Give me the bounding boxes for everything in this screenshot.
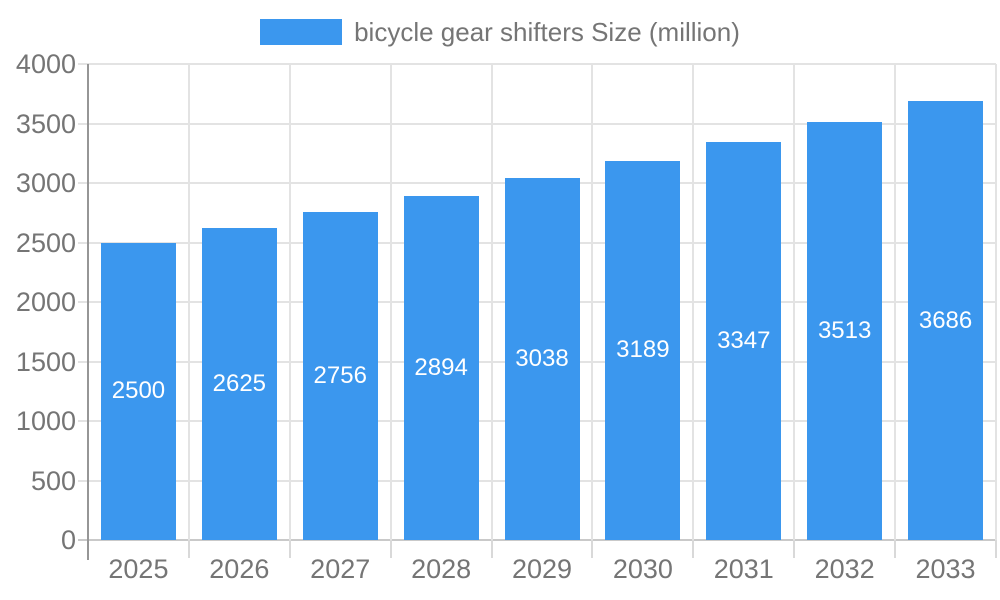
y-axis-tick-label: 1500 xyxy=(15,346,76,377)
legend: bicycle gear shifters Size (million) xyxy=(0,10,1000,54)
gridline-horizontal xyxy=(78,122,996,125)
y-axis-tick-label: 2500 xyxy=(15,227,76,258)
x-axis-tick-label: 2032 xyxy=(814,554,875,584)
gridline-horizontal xyxy=(78,539,996,541)
x-axis-tick-label: 2025 xyxy=(108,554,169,584)
x-axis-tick xyxy=(389,540,392,558)
bar-2030 xyxy=(605,160,681,540)
x-axis-tick xyxy=(490,540,493,558)
bar-value-label: 3189 xyxy=(616,336,670,364)
y-axis-line xyxy=(87,64,89,560)
x-axis-tick-label: 2031 xyxy=(713,554,774,584)
bar-value-label: 2756 xyxy=(313,362,367,390)
y-axis-tick-label: 4000 xyxy=(15,49,76,79)
gridline-vertical xyxy=(389,64,392,540)
gridline-vertical xyxy=(995,64,997,540)
legend-label: bicycle gear shifters Size (million) xyxy=(354,16,740,47)
x-axis-tick-label: 2026 xyxy=(209,554,270,584)
x-axis-tick-label: 2028 xyxy=(411,554,472,584)
x-axis-tick-label: 2029 xyxy=(511,554,573,584)
bar-2029 xyxy=(504,178,580,540)
x-axis-tick xyxy=(894,540,897,558)
gridline-horizontal xyxy=(78,63,996,65)
bar-value-label: 2894 xyxy=(414,353,468,381)
x-axis-tick-label: 2030 xyxy=(612,554,673,584)
y-axis-tick-label: 500 xyxy=(30,465,76,496)
x-axis-tick-label: 2027 xyxy=(310,554,371,584)
bar-2032 xyxy=(807,121,883,540)
legend-swatch xyxy=(260,19,343,45)
bar-value-label: 3038 xyxy=(515,345,569,373)
bar-value-label: 3513 xyxy=(817,316,872,344)
gridline-vertical xyxy=(187,64,190,540)
x-axis-tick xyxy=(591,540,594,558)
bar-value-label: 2625 xyxy=(212,369,267,397)
bar-2033 xyxy=(908,101,984,540)
x-axis-tick xyxy=(288,540,291,558)
x-axis-tick xyxy=(995,540,997,558)
x-axis-tick xyxy=(187,540,190,558)
bar-2025 xyxy=(100,242,176,540)
gridline-vertical xyxy=(490,64,493,540)
y-axis-tick-label: 3000 xyxy=(15,168,76,198)
bar-value-label: 3686 xyxy=(918,306,973,334)
bar-2028 xyxy=(403,195,479,540)
bar-value-label: 2500 xyxy=(111,377,166,405)
y-axis-tick-label: 3500 xyxy=(15,108,76,139)
gridline-vertical xyxy=(793,64,796,540)
bar-2026 xyxy=(201,227,277,540)
gridline-vertical xyxy=(288,64,291,540)
y-axis-tick-label: 1000 xyxy=(15,406,76,436)
gridline-vertical xyxy=(591,64,594,540)
x-axis-tick xyxy=(793,540,796,558)
bar-value-label: 3347 xyxy=(717,326,771,354)
bar-2027 xyxy=(302,212,378,540)
x-axis-tick-label: 2033 xyxy=(915,554,976,584)
gridline-vertical xyxy=(692,64,695,540)
x-axis-tick xyxy=(692,540,695,558)
y-axis-tick-label: 0 xyxy=(60,525,76,555)
bar-2031 xyxy=(706,141,782,540)
gridline-vertical xyxy=(894,64,897,540)
y-axis-tick-label: 2000 xyxy=(15,287,76,317)
